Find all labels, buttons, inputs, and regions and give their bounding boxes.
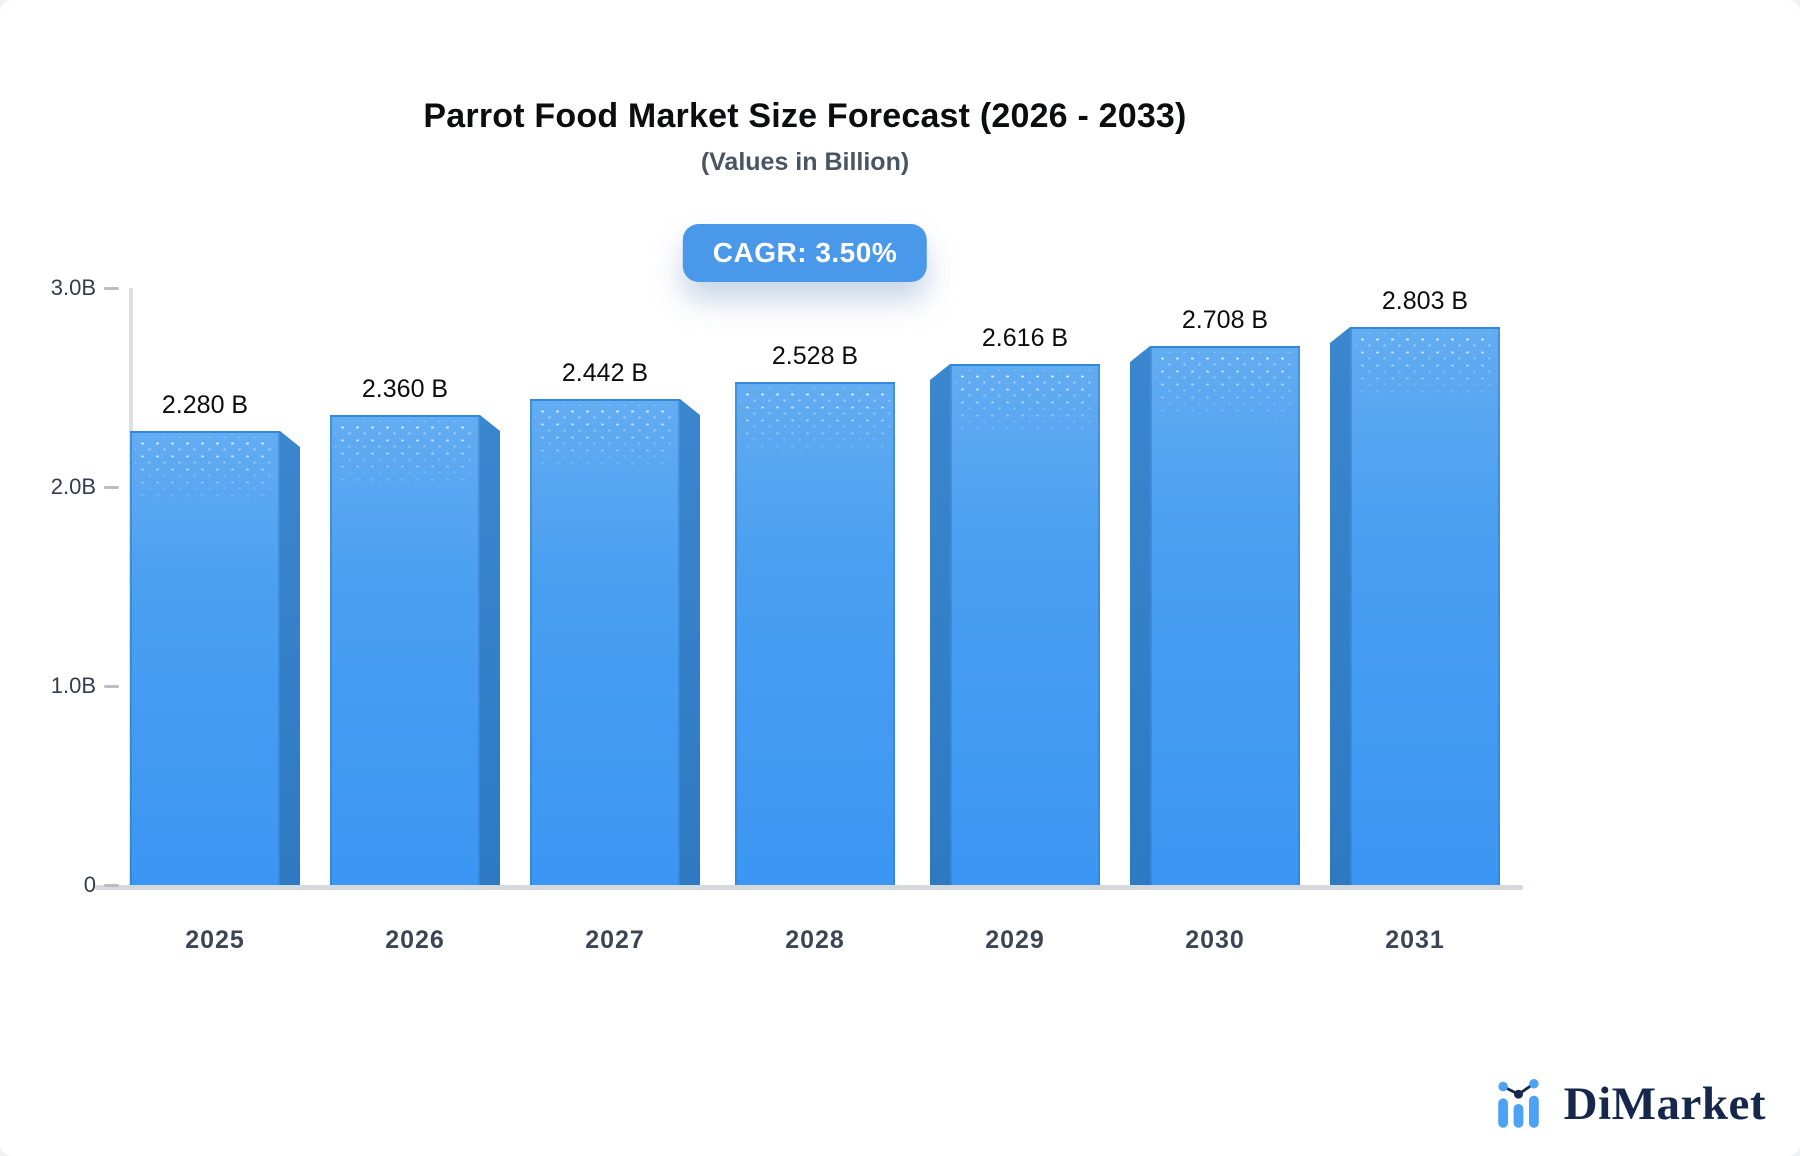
bar-value-label: 2.803 B xyxy=(1381,287,1469,315)
y-tick-dash xyxy=(104,685,119,688)
bar-2029: 2.616 B xyxy=(930,324,1100,885)
x-axis-label-2026: 2026 xyxy=(385,926,445,954)
y-tick-label: 0 xyxy=(83,872,96,897)
bar-dots-texture xyxy=(335,421,475,493)
bar-side-face xyxy=(280,431,300,885)
bar-value-label: 2.280 B xyxy=(161,391,249,419)
bar-value-label: 2.616 B xyxy=(981,324,1069,352)
bar-face xyxy=(1350,327,1500,885)
bar-side-face xyxy=(480,415,500,885)
bar-face xyxy=(530,399,680,885)
bar-side-face xyxy=(930,364,950,885)
bar-side-face xyxy=(1330,327,1350,885)
bar-face xyxy=(130,431,280,885)
bar-face xyxy=(735,382,895,885)
cagr-badge: CAGR: 3.50% xyxy=(682,224,928,282)
bar-slot-2027: 2.442 B xyxy=(515,288,715,885)
bar-dots-texture xyxy=(535,405,675,477)
x-axis-labels: 2025 2026 2027 2028 2029 2030 2031 xyxy=(115,926,1515,955)
bar-face xyxy=(330,415,480,885)
bar-2030: 2.708 B xyxy=(1130,306,1300,885)
bar-side-face xyxy=(1130,346,1150,885)
logo-text: DiMarket xyxy=(1563,1078,1766,1130)
x-axis-label-2025: 2025 xyxy=(185,926,245,954)
chart-title: Parrot Food Market Size Forecast (2026 -… xyxy=(423,97,1187,135)
bar-dots-texture xyxy=(1155,352,1295,424)
bar-2027: 2.442 B xyxy=(530,359,700,885)
y-tick-label: 2.0B xyxy=(50,474,96,499)
x-axis-label-2027: 2027 xyxy=(585,926,645,954)
x-axis-label-2028: 2028 xyxy=(785,926,845,954)
bar-dots-texture xyxy=(1355,333,1495,405)
bar-value-label: 2.528 B xyxy=(771,342,859,370)
bars-row: 2.280 B 2.360 B 2.442 B 2.528 B 2.616 B 2.708… xyxy=(115,287,1515,885)
x-axis-label-2029: 2029 xyxy=(985,926,1045,954)
bar-value-label: 2.708 B xyxy=(1181,306,1269,334)
bar-2031: 2.803 B xyxy=(1330,287,1500,885)
bar-2028: 2.528 B xyxy=(735,342,895,885)
x-axis-label-2031: 2031 xyxy=(1385,926,1445,954)
chart-subtitle: (Values in Billion) xyxy=(700,148,910,176)
bar-dots-texture xyxy=(135,437,275,509)
bar-face xyxy=(950,364,1100,885)
bar-dots-texture xyxy=(955,370,1095,442)
bar-slot-2030: 2.708 B xyxy=(1115,288,1315,885)
bar-2025: 2.280 B xyxy=(130,391,300,885)
bar-2026: 2.360 B xyxy=(330,375,500,885)
bar-slot-2031: 2.803 B xyxy=(1315,287,1515,885)
bar-value-label: 2.442 B xyxy=(561,359,649,387)
bar-chart-logo-icon xyxy=(1497,1078,1539,1128)
y-tick-dash xyxy=(104,287,119,290)
y-tick-label: 3.0B xyxy=(50,275,96,300)
x-axis-line xyxy=(95,885,1523,890)
y-tick-dash xyxy=(104,486,119,489)
bar-slot-2028: 2.528 B xyxy=(715,288,915,885)
dimarket-logo: DiMarket xyxy=(1494,1076,1766,1132)
bar-slot-2026: 2.360 B xyxy=(315,288,515,885)
bar-side-face xyxy=(680,399,700,885)
y-tick-label: 1.0B xyxy=(50,673,96,698)
bar-face xyxy=(1150,346,1300,885)
bar-slot-2025: 2.280 B xyxy=(115,288,315,885)
bar-dots-texture xyxy=(740,388,890,460)
bar-slot-2029: 2.616 B xyxy=(915,288,1115,885)
bar-value-label: 2.360 B xyxy=(361,375,449,403)
x-axis-label-2030: 2030 xyxy=(1185,926,1245,954)
y-tick-dash xyxy=(104,884,119,887)
